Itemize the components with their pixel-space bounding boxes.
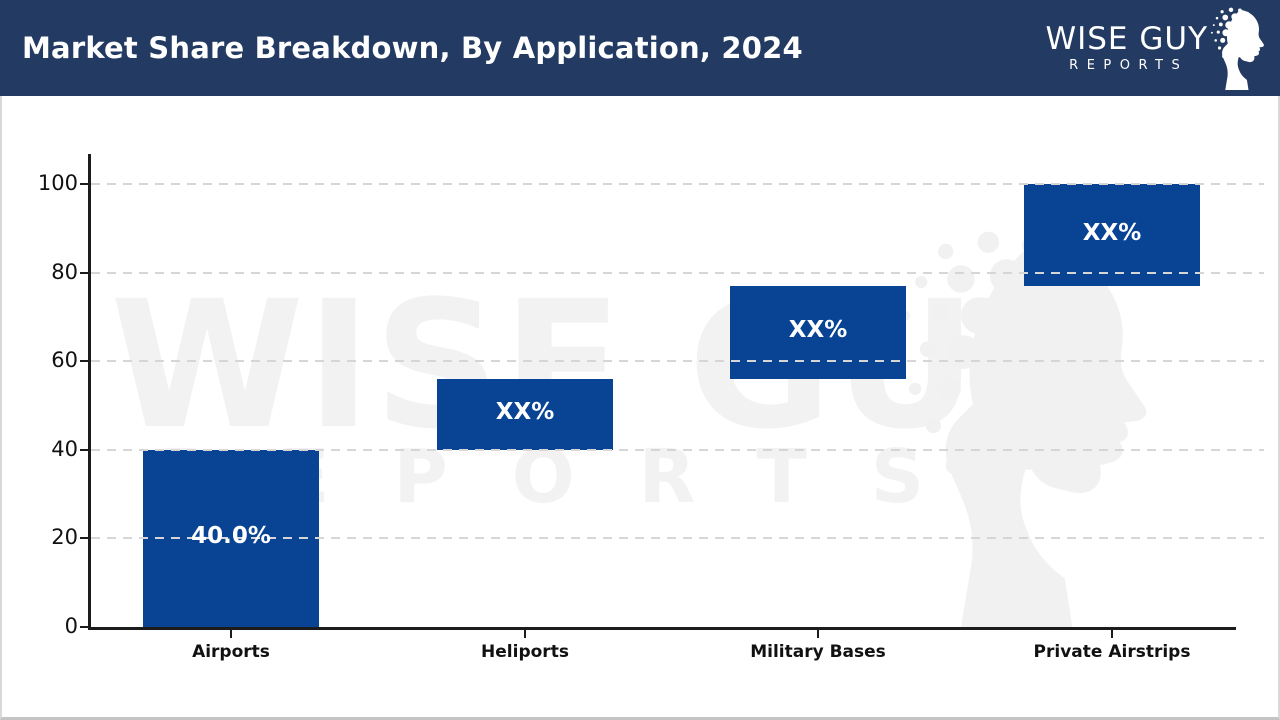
bar-heliports [437, 378, 613, 450]
y-tick-40 [80, 448, 88, 451]
bar-private-airstrips [1024, 184, 1200, 286]
y-tick-label-0: 0 [64, 614, 78, 638]
y-tick-label-60: 60 [51, 348, 78, 373]
logo-wordmark-line2: REPORTS [1069, 57, 1189, 73]
bar-value-label-heliports: XX% [495, 399, 555, 426]
y-tick-label-40: 40 [51, 436, 78, 461]
y-tick-label-100: 100 [37, 171, 78, 195]
y-tick-80 [80, 271, 88, 274]
header-bar: Market Share Breakdown, By Application, … [0, 0, 1280, 96]
y-tick-label-20: 20 [51, 525, 78, 550]
y-tick-label-80: 80 [51, 259, 78, 284]
x-axis-line [88, 627, 1236, 630]
bar-value-label-military-bases: XX% [788, 317, 848, 344]
gridline-20 [91, 537, 1264, 540]
bar-military-bases [730, 285, 906, 379]
logo-head-icon [1210, 7, 1264, 90]
gridline-60 [91, 360, 1264, 363]
category-label-military-bases: Military Bases [750, 642, 886, 662]
page-title: Market Share Breakdown, By Application, … [22, 31, 803, 65]
gridline-80 [91, 271, 1264, 274]
category-label-private-airstrips: Private Airstrips [1033, 642, 1191, 662]
y-tick-0 [80, 626, 88, 628]
gridline-100 [91, 183, 1264, 185]
y-tick-60 [80, 360, 88, 363]
logo-wordmark-line1: WISE GUY [1045, 20, 1208, 57]
category-label-airports: Airports [192, 642, 270, 662]
x-tick-military-bases [817, 630, 819, 638]
plot: 40.0% Airports XX% Heliports XX% Military Bas… [2, 96, 1278, 717]
category-label-heliports: Heliports [481, 642, 569, 662]
bar-value-label-private-airstrips: XX% [1082, 219, 1142, 246]
wise-guy-logo: WISE GUY REPORTS [1045, 0, 1274, 96]
chart-area: WISE GUY REPORTS 40.0% Airports XX% Helipor… [0, 96, 1280, 720]
y-tick-20 [80, 537, 88, 540]
gridline-40 [91, 448, 1264, 451]
y-tick-100 [80, 183, 88, 185]
x-tick-airports [230, 630, 232, 638]
x-tick-heliports [524, 630, 526, 638]
bar-value-label-airports: 40.0% [191, 523, 271, 550]
logo-wordmark: WISE GUY REPORTS [1045, 20, 1208, 73]
x-tick-private-airstrips [1111, 630, 1113, 638]
y-axis-line [88, 154, 91, 630]
